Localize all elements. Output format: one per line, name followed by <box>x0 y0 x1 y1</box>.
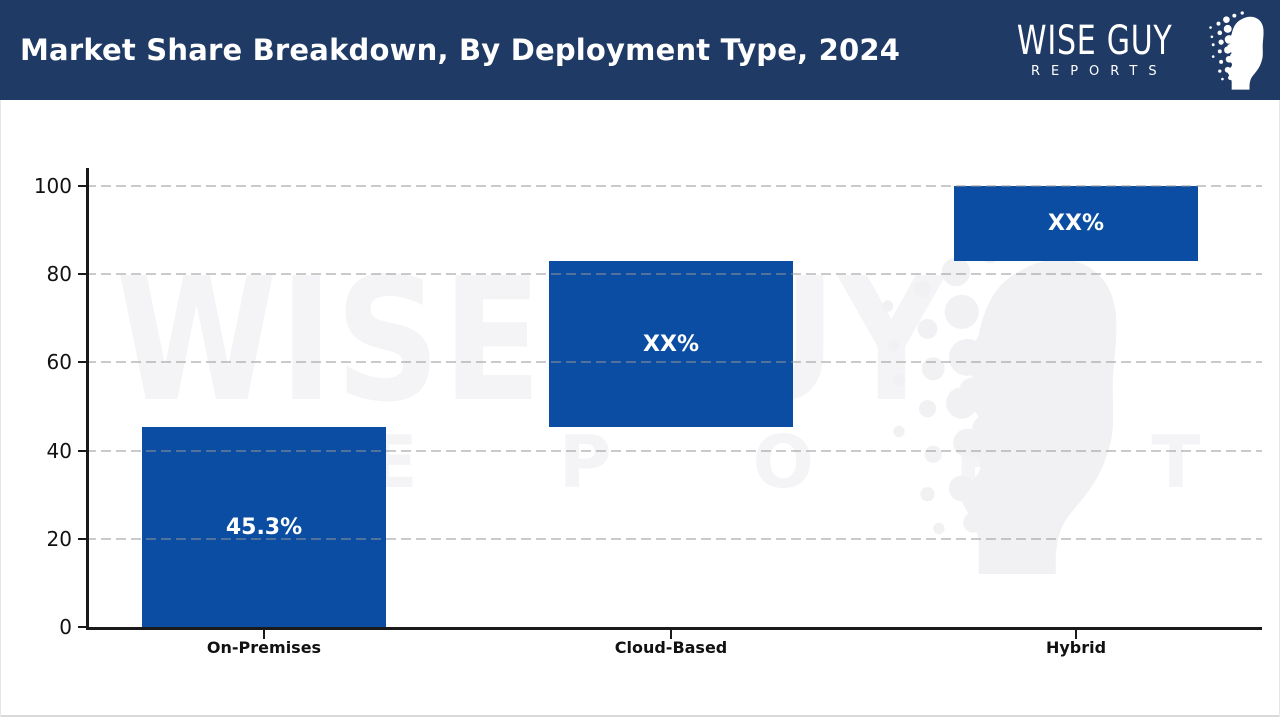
gridline-y60 <box>86 361 1262 364</box>
frame-left-line <box>0 100 1 717</box>
gridline-y100 <box>86 185 1262 187</box>
bar-value-label: 45.3% <box>225 514 303 540</box>
bar-value-label: XX% <box>643 331 699 357</box>
watermark-wordmark: WISE GUY <box>116 242 947 440</box>
y-tick-mark-40 <box>78 449 86 452</box>
y-tick-mark-0 <box>78 626 86 628</box>
logo-line2: REPORTS <box>1030 64 1168 79</box>
y-tick-mark-20 <box>78 537 86 540</box>
y-tick-label-80: 80 <box>46 262 72 287</box>
category-label-hybrid: Hybrid <box>1045 638 1107 657</box>
wiseguy-logo: WISE GUY REPORTS <box>991 0 1266 100</box>
wiseguy-head-icon <box>1209 11 1264 90</box>
header-bar: Market Share Breakdown, By Deployment Ty… <box>0 0 1280 100</box>
y-tick-mark-80 <box>78 273 86 276</box>
x-tick-mark-2 <box>670 630 672 639</box>
logo-line1: WISE GUY <box>1016 18 1173 64</box>
bar-on-premises: 45.3% <box>142 427 386 627</box>
category-label-on-premises: On-Premises <box>206 638 322 657</box>
logo-wordmark: WISE GUY REPORTS <box>991 21 1198 79</box>
x-tick-mark-3 <box>1075 630 1077 639</box>
y-tick-mark-100 <box>78 185 86 187</box>
bar-hybrid: XX% <box>954 186 1198 261</box>
gridline-y40 <box>86 449 1262 452</box>
chart-title: Market Share Breakdown, By Deployment Ty… <box>20 33 901 67</box>
y-tick-label-40: 40 <box>46 438 72 463</box>
frame-bottom-line <box>0 715 1280 717</box>
y-tick-mark-60 <box>78 361 86 364</box>
plot-area: WISE GUY R E P O R T S 45.3%XX%XX% 02040… <box>0 100 1280 720</box>
y-tick-label-20: 20 <box>46 526 72 551</box>
category-label-cloud-based: Cloud-Based <box>614 638 728 657</box>
y-tick-label-60: 60 <box>46 350 72 375</box>
gridline-y20 <box>86 537 1262 540</box>
y-tick-label-0: 0 <box>59 615 72 639</box>
bar-cloud-based: XX% <box>549 260 793 428</box>
x-axis-spine <box>86 627 1262 630</box>
watermark-head-icon <box>881 236 1117 574</box>
bar-value-label: XX% <box>1048 210 1104 236</box>
gridline-y80 <box>86 273 1262 276</box>
y-axis-spine <box>86 168 89 630</box>
x-tick-mark-1 <box>263 630 265 639</box>
y-tick-label-100: 100 <box>33 174 72 198</box>
